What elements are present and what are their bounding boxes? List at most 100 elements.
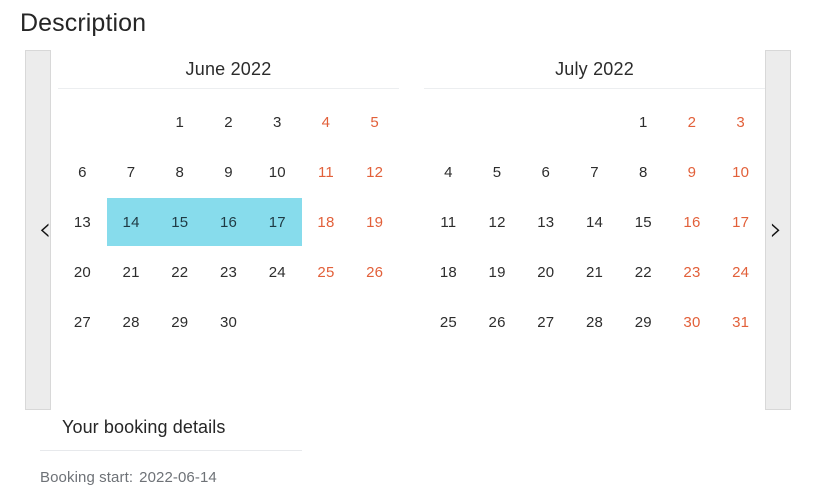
week-row: 27 28 29 30 (58, 297, 399, 347)
day-cell[interactable]: 21 (585, 263, 604, 281)
month-weeks: 1 2 3 4 5 6 7 8 9 10 11 12 13 14 15 16 17 18 19 20 21 22 23 24 2… (58, 89, 399, 347)
day-cell[interactable]: 22 (634, 263, 652, 281)
day-cell[interactable]: 5 (370, 113, 379, 131)
day-cell[interactable]: 31 (732, 313, 750, 331)
day-cell[interactable]: 10 (732, 163, 750, 181)
day-cell[interactable]: 16 (219, 213, 238, 231)
day-cell[interactable]: 20 (73, 263, 91, 281)
day-cell-empty (473, 97, 522, 147)
day-cell[interactable]: 23 (219, 263, 238, 281)
chevron-left-icon[interactable]: ‹ (38, 209, 52, 248)
booking-start-label: Booking start: (40, 469, 134, 486)
day-cell[interactable]: 13 (537, 213, 555, 231)
day-cell[interactable]: 12 (366, 163, 384, 181)
week-row: 13 14 15 16 17 18 19 (58, 197, 399, 247)
day-cell[interactable]: 24 (268, 263, 286, 281)
day-cell-empty (521, 97, 570, 147)
chevron-right-icon[interactable]: › (769, 209, 783, 248)
month-panels: June 2022 1 2 3 4 5 6 7 8 9 10 11 12 13 14 15 16 17 18 19 20… (58, 50, 765, 410)
day-cell[interactable]: 18 (317, 213, 335, 231)
booking-divider (40, 450, 302, 451)
day-cell[interactable]: 28 (122, 313, 140, 331)
day-cell[interactable]: 20 (537, 263, 555, 281)
day-cell[interactable]: 2 (687, 113, 697, 131)
day-cell[interactable]: 3 (736, 113, 745, 131)
page-title: Description (20, 9, 147, 37)
day-cell[interactable]: 22 (171, 263, 189, 281)
day-cell[interactable]: 18 (439, 263, 457, 281)
day-cell[interactable]: 29 (634, 313, 652, 331)
booking-details-heading: Your booking details (62, 417, 226, 437)
month-panel: July 2022 1 2 3 4 5 6 7 8 9 10 11 12 13 14 15 16 17 18 19 20… (424, 50, 765, 410)
week-row: 1 2 3 4 5 (58, 97, 399, 147)
selected-range-highlight (106, 198, 302, 246)
day-cell[interactable]: 4 (444, 163, 453, 181)
day-cell[interactable]: 17 (732, 213, 750, 231)
day-cell-empty (302, 297, 351, 347)
day-cell[interactable]: 14 (122, 213, 140, 231)
month-weeks: 1 2 3 4 5 6 7 8 9 10 11 12 13 14 15 16 17 18 19 20 21 22 23 24 2… (424, 89, 765, 347)
day-cell[interactable]: 9 (224, 163, 233, 181)
day-cell[interactable]: 1 (638, 113, 648, 131)
day-cell[interactable]: 11 (317, 163, 334, 181)
week-row: 6 7 8 9 10 11 12 (58, 147, 399, 197)
day-cell[interactable]: 25 (317, 263, 335, 281)
day-cell[interactable]: 19 (366, 213, 384, 231)
month-title: June 2022 (58, 50, 399, 89)
day-cell[interactable]: 21 (122, 263, 140, 281)
day-cell[interactable]: 24 (732, 263, 750, 281)
day-cell[interactable]: 8 (638, 163, 648, 181)
day-cell[interactable]: 6 (78, 163, 87, 181)
date-range-picker: ‹ › June 2022 1 2 3 4 5 6 7 8 9 10 11 12 13 14 15 16 17 18… (20, 50, 801, 410)
day-cell[interactable]: 13 (73, 213, 91, 231)
day-cell[interactable]: 27 (537, 313, 555, 331)
day-cell[interactable]: 7 (590, 163, 599, 181)
day-cell[interactable]: 9 (687, 163, 697, 181)
week-row: 25 26 27 28 29 30 31 (424, 297, 765, 347)
day-cell[interactable]: 11 (440, 213, 457, 231)
day-cell[interactable]: 28 (585, 313, 604, 331)
day-cell[interactable]: 1 (175, 113, 185, 131)
day-cell[interactable]: 29 (171, 313, 189, 331)
booking-start-value: 2022-06-14 (139, 469, 217, 486)
day-cell[interactable]: 30 (219, 313, 238, 331)
day-cell[interactable]: 12 (488, 213, 506, 231)
week-row: 4 5 6 7 8 9 10 (424, 147, 765, 197)
day-cell[interactable]: 25 (439, 313, 457, 331)
day-cell[interactable]: 27 (73, 313, 91, 331)
day-cell[interactable]: 4 (321, 113, 331, 131)
day-cell-empty (350, 297, 399, 347)
day-cell[interactable]: 16 (683, 213, 701, 231)
day-cell[interactable]: 19 (488, 263, 506, 281)
week-row: 1 2 3 (424, 97, 765, 147)
day-cell-empty (107, 97, 156, 147)
day-cell[interactable]: 23 (683, 263, 701, 281)
prev-month-strip[interactable] (25, 50, 51, 410)
day-cell[interactable]: 14 (585, 213, 604, 231)
day-cell[interactable]: 5 (492, 163, 502, 181)
day-cell[interactable]: 8 (175, 163, 185, 181)
day-cell-empty (570, 97, 619, 147)
day-cell[interactable]: 10 (268, 163, 286, 181)
day-cell[interactable]: 2 (224, 113, 233, 131)
week-row: 11 12 13 14 15 16 17 (424, 197, 765, 247)
week-row: 20 21 22 23 24 25 26 (58, 247, 399, 297)
day-cell[interactable]: 7 (126, 163, 136, 181)
day-cell-empty (424, 97, 473, 147)
month-panel: June 2022 1 2 3 4 5 6 7 8 9 10 11 12 13 14 15 16 17 18 19 20… (58, 50, 399, 410)
day-cell-empty (253, 297, 302, 347)
day-cell[interactable]: 26 (488, 313, 506, 331)
day-cell[interactable]: 30 (683, 313, 701, 331)
day-cell[interactable]: 15 (171, 213, 189, 231)
day-cell-empty (58, 97, 107, 147)
booking-details-panel: Your booking details Booking start: 2022-… (40, 412, 340, 486)
day-cell[interactable]: 6 (541, 163, 551, 181)
week-row: 18 19 20 21 22 23 24 (424, 247, 765, 297)
day-cell[interactable]: 26 (366, 263, 384, 281)
next-month-strip[interactable] (765, 50, 791, 410)
month-title: July 2022 (424, 50, 765, 89)
day-cell[interactable]: 15 (634, 213, 652, 231)
day-cell[interactable]: 17 (268, 213, 286, 231)
booking-start-row: Booking start: 2022-06-14 (40, 451, 340, 486)
day-cell[interactable]: 3 (272, 113, 282, 131)
